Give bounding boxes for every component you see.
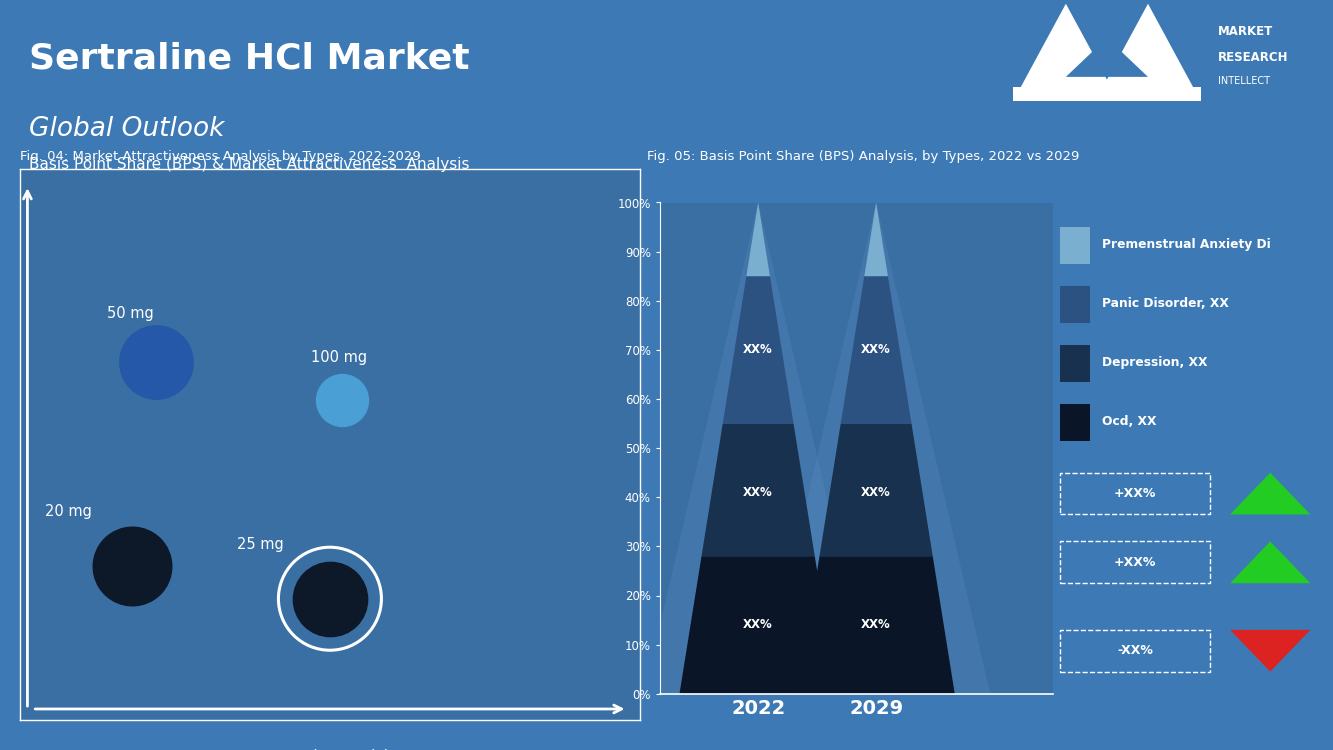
Text: XX%: XX% [744, 486, 773, 499]
Polygon shape [701, 424, 814, 556]
Text: 100 mg: 100 mg [312, 350, 368, 364]
Polygon shape [1066, 38, 1148, 77]
Polygon shape [1230, 472, 1310, 514]
Bar [1060, 286, 1090, 322]
Polygon shape [841, 276, 912, 424]
Text: XX%: XX% [861, 619, 890, 632]
Text: Sertraline HCl Market: Sertraline HCl Market [29, 41, 471, 75]
Text: XX%: XX% [744, 344, 773, 356]
Text: Fig. 05: Basis Point Share (BPS) Analysis, by Types, 2022 vs 2029: Fig. 05: Basis Point Share (BPS) Analysi… [647, 151, 1078, 164]
Point [145, 356, 167, 368]
Polygon shape [680, 556, 837, 694]
Text: XX%: XX% [861, 486, 890, 499]
Polygon shape [1230, 630, 1310, 672]
Text: MARKET: MARKET [1218, 26, 1273, 38]
Polygon shape [746, 202, 770, 276]
Text: INTELLECT: INTELLECT [1218, 76, 1270, 86]
Text: Panic Disorder, XX: Panic Disorder, XX [1102, 297, 1229, 310]
Text: -XX%: -XX% [1117, 644, 1153, 657]
Polygon shape [644, 202, 872, 694]
Polygon shape [1096, 4, 1201, 101]
Bar [1060, 404, 1090, 441]
Text: XX%: XX% [861, 344, 890, 356]
Text: Ocd, XX: Ocd, XX [1102, 415, 1157, 428]
Text: 20 mg: 20 mg [45, 504, 92, 519]
Point [332, 394, 353, 406]
Polygon shape [1013, 4, 1118, 101]
Text: Depression, XX: Depression, XX [1102, 356, 1208, 369]
Polygon shape [722, 276, 793, 424]
Polygon shape [864, 202, 888, 276]
Point [320, 592, 341, 604]
Text: Fig. 04: Market Attractiveness Analysis by Types, 2022-2029: Fig. 04: Market Attractiveness Analysis … [20, 151, 421, 164]
Text: 25 mg: 25 mg [237, 537, 284, 552]
Text: Global Outlook: Global Outlook [29, 116, 225, 142]
Text: Growth Potential: Growth Potential [272, 748, 388, 750]
Text: XX%: XX% [744, 619, 773, 632]
Text: +XX%: +XX% [1114, 556, 1156, 568]
Point [121, 560, 143, 572]
Polygon shape [1013, 87, 1201, 101]
Polygon shape [1230, 542, 1310, 584]
Point [320, 592, 341, 604]
Text: +XX%: +XX% [1114, 487, 1156, 500]
Bar [1060, 345, 1090, 382]
Polygon shape [820, 424, 933, 556]
Bar [1060, 227, 1090, 264]
Text: 50 mg: 50 mg [107, 305, 153, 320]
Polygon shape [797, 556, 954, 694]
Polygon shape [762, 202, 990, 694]
Text: RESEARCH: RESEARCH [1218, 50, 1289, 64]
Text: Premenstrual Anxiety Di: Premenstrual Anxiety Di [1102, 238, 1272, 250]
Text: Basis Point Share (BPS) & Market Attractiveness  Analysis: Basis Point Share (BPS) & Market Attract… [29, 158, 469, 172]
